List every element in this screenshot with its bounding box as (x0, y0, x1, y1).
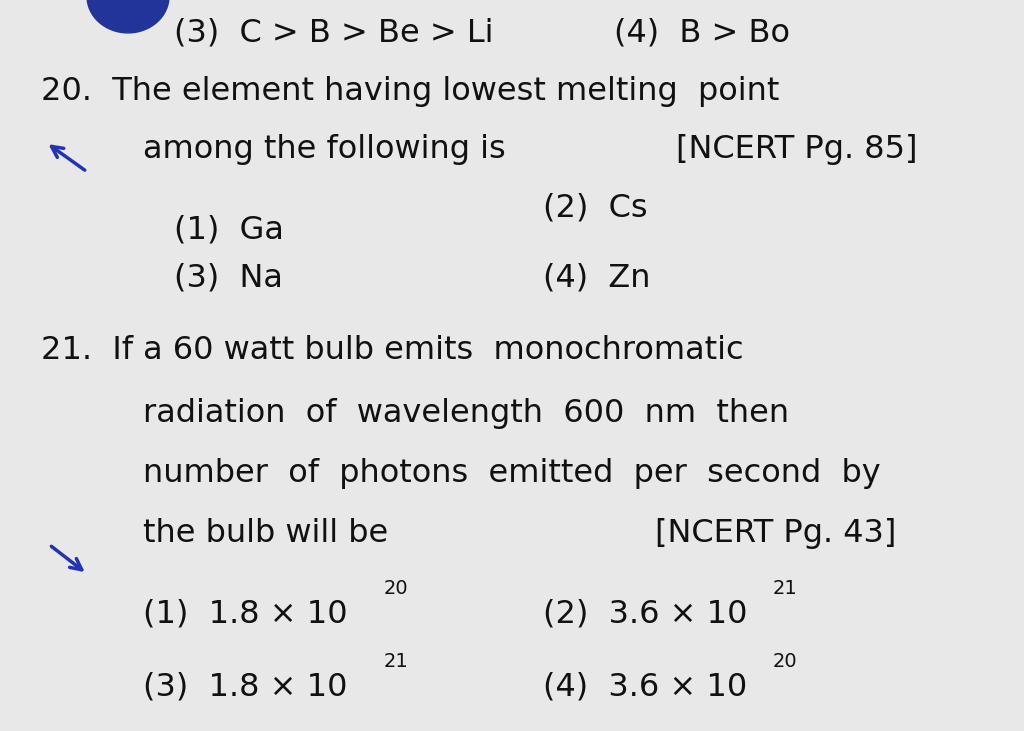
Text: (3)  1.8 × 10: (3) 1.8 × 10 (143, 672, 348, 702)
Text: among the following is: among the following is (143, 135, 506, 165)
Text: (4)  3.6 × 10: (4) 3.6 × 10 (543, 672, 746, 702)
Text: (1)  1.8 × 10: (1) 1.8 × 10 (143, 599, 348, 629)
Text: radiation  of  wavelength  600  nm  then: radiation of wavelength 600 nm then (143, 398, 790, 428)
Text: (3)  Na: (3) Na (174, 262, 283, 293)
Text: (3)  C > B > Be > Li: (3) C > B > Be > Li (174, 18, 494, 48)
Text: (2)  3.6 × 10: (2) 3.6 × 10 (543, 599, 748, 629)
Text: (2)  Cs: (2) Cs (543, 193, 647, 224)
Text: (4)  Zn: (4) Zn (543, 262, 650, 293)
Text: [NCERT Pg. 85]: [NCERT Pg. 85] (676, 135, 918, 165)
Text: number  of  photons  emitted  per  second  by: number of photons emitted per second by (143, 458, 881, 489)
Text: (1)  Ga: (1) Ga (174, 215, 284, 246)
Polygon shape (87, 0, 169, 33)
Text: [NCERT Pg. 43]: [NCERT Pg. 43] (655, 518, 897, 549)
Text: (4)  B > Bo: (4) B > Bo (614, 18, 791, 48)
Text: 21: 21 (384, 652, 409, 671)
Text: 20: 20 (773, 652, 798, 671)
Text: 20.  The element having lowest melting  point: 20. The element having lowest melting po… (41, 76, 779, 107)
Text: 20: 20 (384, 579, 409, 598)
Text: the bulb will be: the bulb will be (143, 518, 389, 549)
Text: 21.  If a 60 watt bulb emits  monochromatic: 21. If a 60 watt bulb emits monochromati… (41, 336, 743, 366)
Text: 21: 21 (773, 579, 798, 598)
